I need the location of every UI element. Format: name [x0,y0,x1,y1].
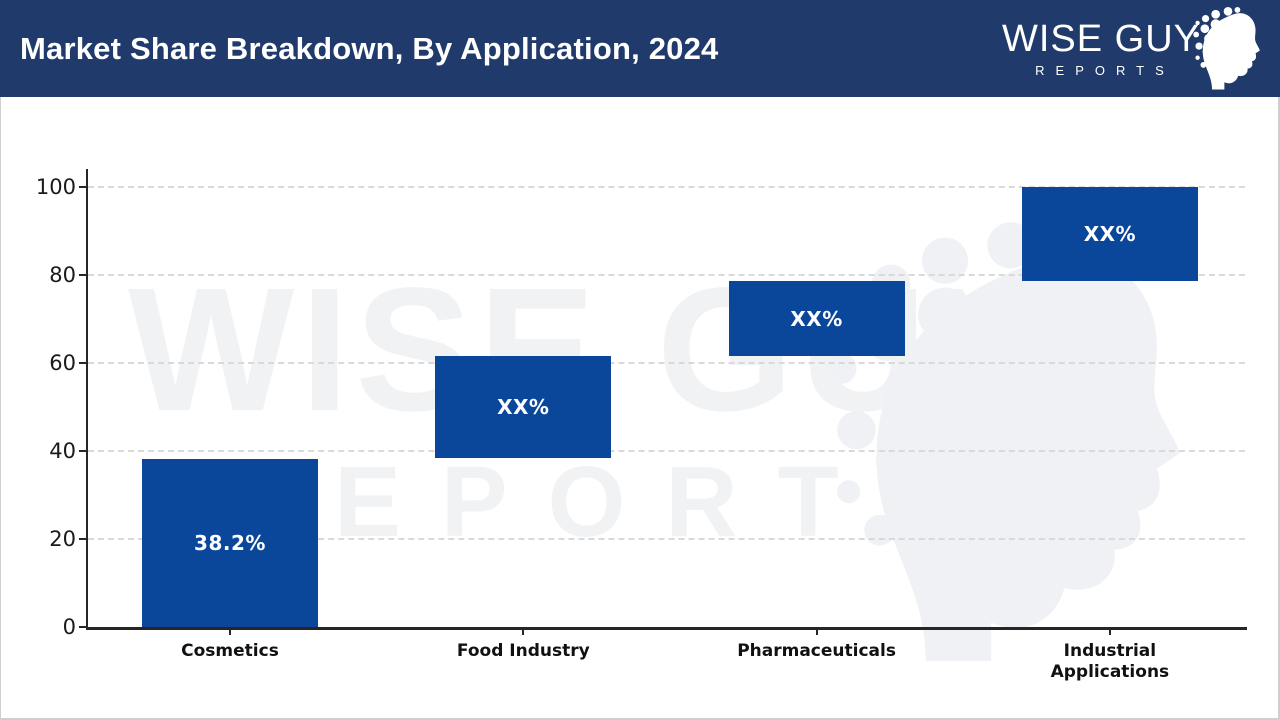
page-border-right [1278,97,1280,720]
bar-food-industry: XX% [435,355,612,459]
y-tick-label: 20 [49,527,76,551]
x-tick-mark [522,627,525,635]
chart-title: Market Share Breakdown, By Application, … [20,30,719,66]
y-axis-spine [86,169,88,629]
bar-value-label: XX% [1083,222,1137,247]
wiseguy-logo-text: WISE GUY REPORTS [1002,20,1200,78]
y-tick-mark [79,186,87,188]
x-category-label: Industrial Applications [1050,641,1170,682]
watermark-reports-text: REPORTS [222,446,986,558]
x-category-label: Pharmaceuticals [737,641,896,661]
bar-value-label: 38.2% [194,530,266,555]
gridline-100 [88,186,1245,188]
bar-value-label: XX% [497,394,550,419]
gridline-20 [88,538,1245,540]
y-tick-mark [79,538,87,540]
wiseguy-head-icon [1193,6,1260,90]
bar-value-label: XX% [790,306,843,331]
x-tick-mark [229,627,231,635]
y-tick-mark [79,450,87,452]
y-tick-label: 60 [49,351,76,375]
gridline-60 [88,362,1245,364]
x-tick-mark [1108,627,1111,635]
gridline-40 [88,450,1245,452]
y-tick-mark [79,362,87,364]
wiseguy-logo-wordmark: WISE GUY [1001,17,1200,60]
bar-pharmaceuticals: XX% [728,281,905,356]
x-category-label: Food Industry [456,641,590,661]
y-tick-label: 80 [49,263,76,287]
gridline-80 [88,274,1245,276]
wiseguy-logo: WISE GUY REPORTS [1002,6,1266,91]
x-axis-spine [86,627,1247,630]
page-border-left [0,97,1,720]
y-tick-mark [79,626,87,628]
header-banner: Market Share Breakdown, By Application, … [0,0,1280,97]
y-tick-mark [79,274,87,276]
bar-cosmetics: 38.2% [142,458,318,627]
bar-industrial-applications: XX% [1021,187,1198,282]
x-category-label: Cosmetics [181,641,279,661]
y-tick-label: 40 [49,439,76,463]
wiseguy-logo-reports: REPORTS [1035,62,1175,78]
y-tick-label: 0 [62,615,76,639]
y-tick-label: 100 [35,175,76,199]
page-border-bottom [0,718,1280,720]
x-tick-mark [815,627,818,635]
